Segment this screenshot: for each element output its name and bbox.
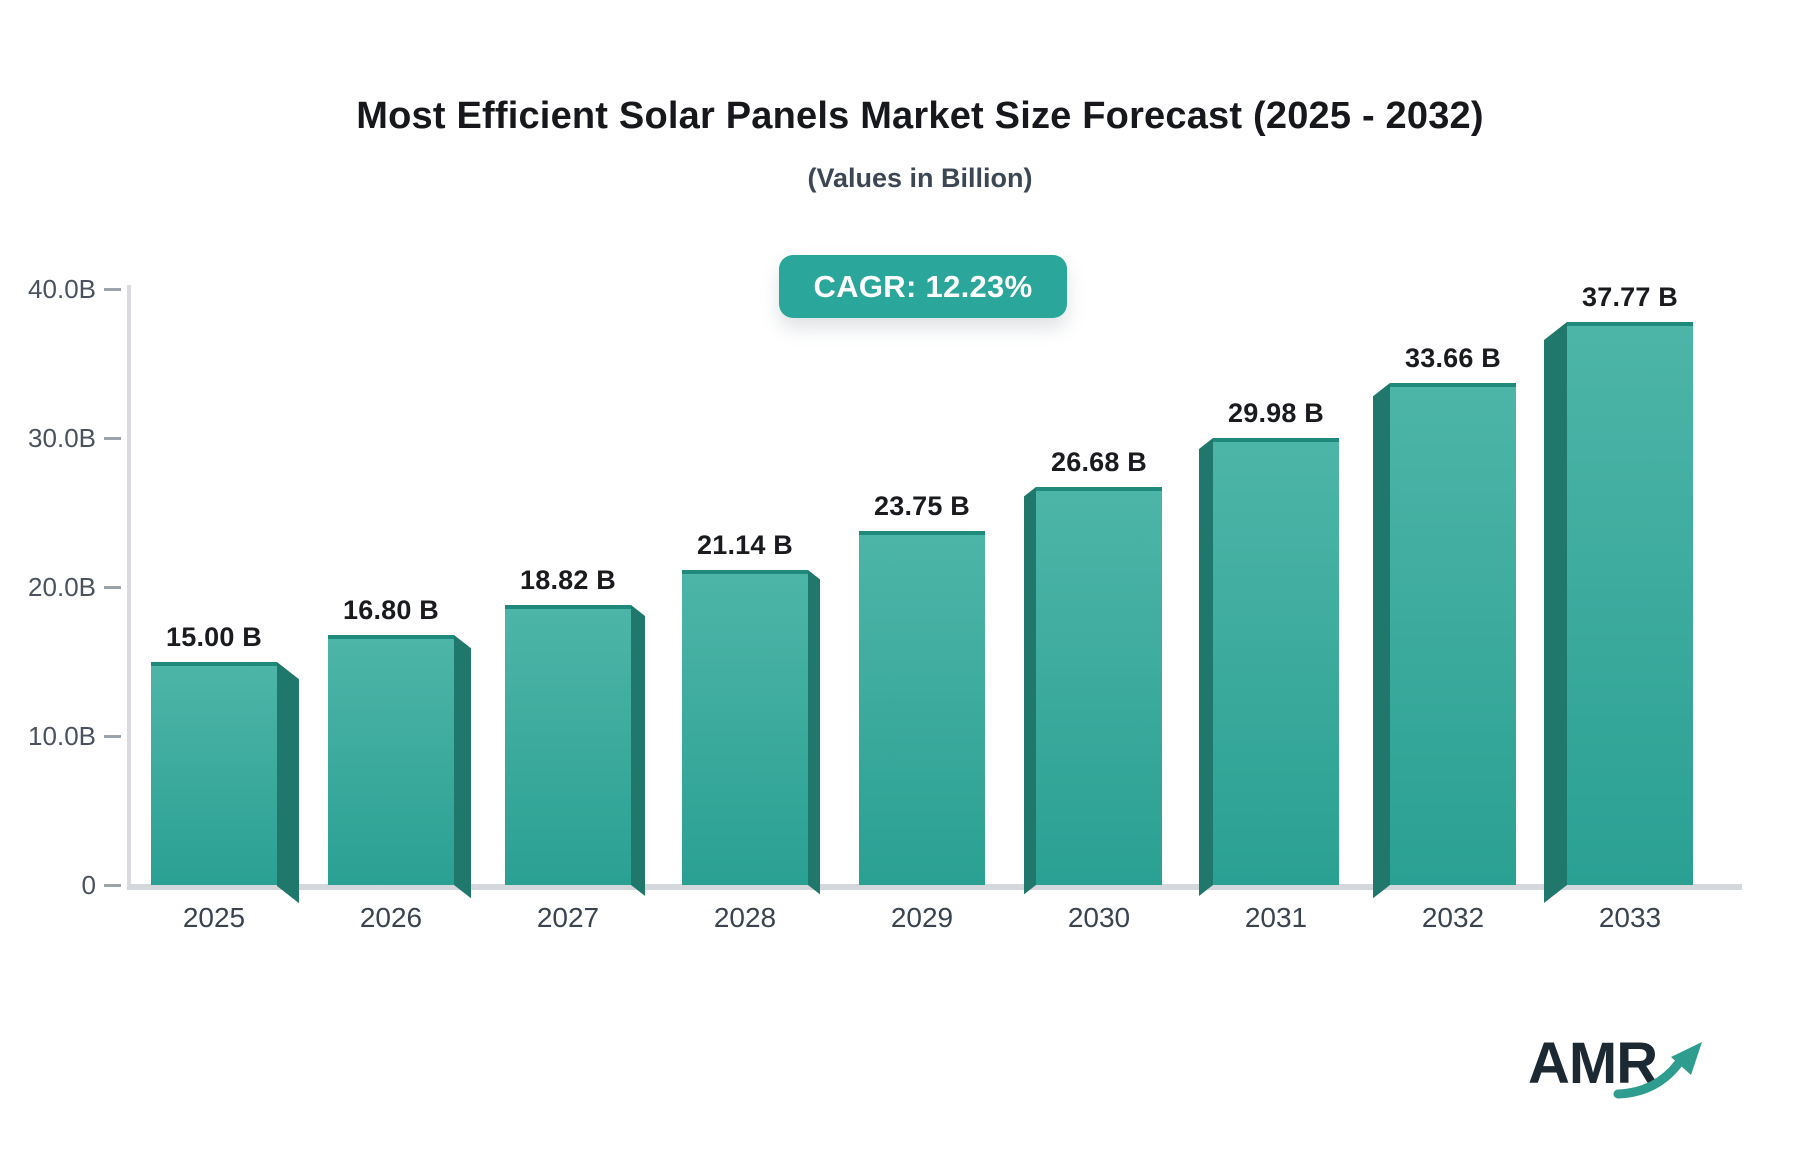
logo-arrow-icon: [1613, 1042, 1702, 1099]
bar-2032: [1390, 383, 1516, 885]
bar-side-face: [1544, 322, 1567, 903]
y-tick-mark: [104, 287, 121, 291]
bar-2033: [1567, 322, 1693, 885]
bar-value-label: 29.98 B: [1228, 398, 1324, 429]
x-axis-label: 2033: [1598, 902, 1662, 933]
bar-value-label: 21.14 B: [697, 530, 793, 560]
amr-logo-text: AMR: [1528, 1031, 1658, 1096]
bar-side-face: [277, 661, 299, 903]
bar-value-label: 18.82 B: [520, 564, 616, 595]
y-tick-mark: [104, 585, 121, 589]
bar-side-face: [1199, 438, 1213, 896]
cagr-badge: CAGR: 12.23%: [779, 255, 1067, 318]
x-axis-label: 2025: [182, 902, 246, 933]
bar-side-face: [808, 570, 820, 895]
bar-value-label: 15.00 B: [166, 621, 262, 652]
bar-side-face: [631, 604, 645, 896]
x-axis-label: 2027: [536, 902, 600, 933]
bar-value-label: 37.77 B: [1582, 282, 1678, 313]
amr-logo: AMR: [1528, 1030, 1728, 1120]
x-axis-label: 2032: [1421, 902, 1485, 933]
bar-value-label: 26.68 B: [1051, 447, 1147, 478]
x-axis-label: 2030: [1067, 902, 1131, 933]
bar-2030: [1036, 487, 1162, 885]
cagr-badge-label: CAGR: 12.23%: [813, 268, 1033, 304]
bar-2025: [151, 661, 277, 885]
bar-value-label: 23.75 B: [874, 491, 970, 522]
bar-value-label: 33.66 B: [1405, 343, 1501, 374]
bar-2027: [505, 604, 631, 885]
y-tick-label: 30.0B: [28, 423, 96, 453]
x-axis-label: 2026: [359, 902, 423, 933]
bar-2031: [1213, 438, 1339, 885]
chart-subtitle: (Values in Billion): [807, 163, 1033, 193]
bar-2028: [682, 570, 808, 885]
x-axis-label: 2028: [713, 902, 777, 933]
bar-side-face: [454, 634, 471, 899]
bar-2026: [328, 634, 454, 885]
x-axis-line: [127, 884, 1742, 890]
y-axis-line: [127, 285, 131, 889]
y-tick-label: 0: [81, 870, 96, 900]
y-tick-mark: [104, 436, 121, 440]
bar-side-face: [1024, 487, 1036, 895]
bar-value-label: 16.80 B: [343, 594, 439, 625]
x-axis-label: 2031: [1244, 902, 1308, 933]
x-axis-label: 2029: [890, 902, 954, 933]
y-tick-label: 40.0B: [28, 274, 96, 304]
y-tick-label: 20.0B: [28, 572, 96, 602]
bar-side-face: [1373, 383, 1390, 899]
bar-2029: [859, 531, 985, 885]
y-tick-mark: [104, 883, 121, 887]
y-tick-label: 10.0B: [28, 721, 96, 751]
chart-title: Most Efficient Solar Panels Market Size …: [356, 95, 1484, 137]
y-tick-mark: [104, 734, 121, 738]
